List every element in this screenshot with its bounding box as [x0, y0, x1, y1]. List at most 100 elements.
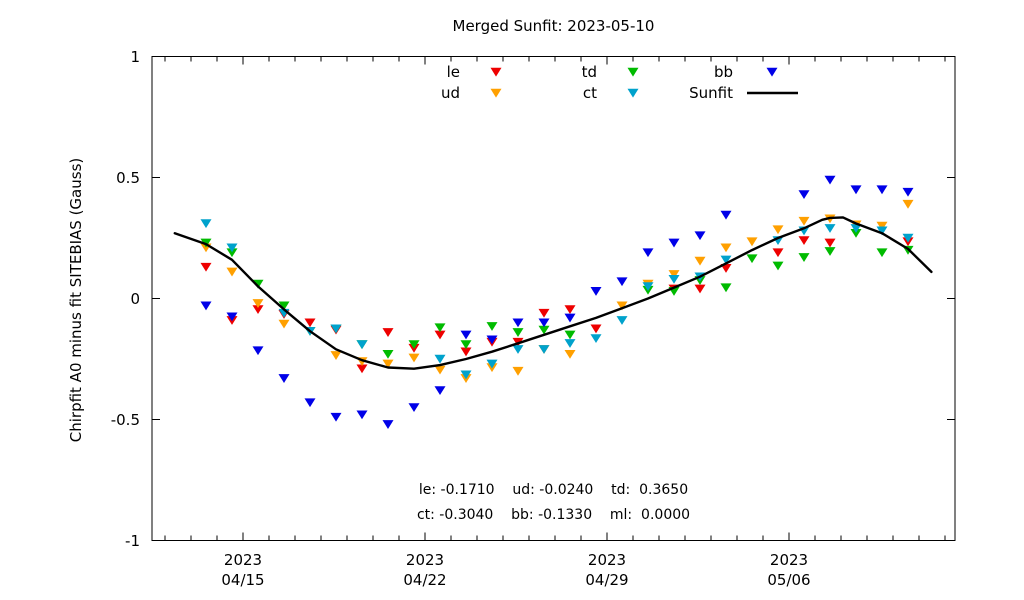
data-point-ct	[460, 370, 472, 380]
data-point-ud	[408, 353, 420, 363]
data-point-bb	[304, 398, 316, 408]
data-point-bb	[434, 386, 446, 396]
data-point-ud	[616, 301, 628, 311]
x-tick-label: 2023 04/29	[585, 551, 629, 589]
fit-stats-line-2: ct: -0.3040 bb: -0.1330 ml: 0.0000	[416, 507, 691, 523]
data-point-bb	[798, 190, 810, 200]
data-point-ct	[668, 274, 680, 284]
data-point-ud	[512, 366, 524, 376]
data-point-ud	[564, 349, 576, 359]
data-point-ct	[642, 282, 654, 291]
data-point-bb	[382, 420, 394, 429]
data-point-bb	[512, 318, 524, 328]
data-point-ct	[512, 345, 524, 354]
data-point-ud	[330, 351, 342, 360]
data-point-td	[460, 340, 472, 350]
data-point-le	[304, 318, 316, 328]
legend-label-ud: ud	[441, 84, 460, 102]
data-point-bb	[616, 277, 628, 287]
data-point-td	[408, 340, 420, 350]
legend-label-td: td	[582, 63, 597, 81]
x-tick-label: 2023 05/06	[767, 551, 811, 589]
data-point-ud	[382, 359, 394, 369]
chart-title: Merged Sunfit: 2023-05-10	[452, 17, 655, 35]
data-point-bb	[460, 330, 472, 340]
legend-marker-ct	[627, 88, 639, 98]
data-point-ud	[772, 225, 784, 235]
data-point-td	[824, 247, 836, 256]
data-point-le	[772, 248, 784, 258]
data-point-td	[278, 301, 290, 311]
data-point-bb	[902, 187, 914, 197]
x-tick-label: 2023 04/22	[403, 551, 447, 589]
data-point-le	[356, 364, 368, 374]
data-point-le	[720, 264, 732, 273]
data-point-bb	[486, 335, 498, 345]
data-point-bb	[538, 318, 550, 328]
data-point-le	[434, 330, 446, 340]
data-point-le	[538, 308, 550, 318]
y-tick-label: -0.5	[110, 410, 140, 429]
data-point-le	[460, 347, 472, 357]
sunfit-line	[173, 216, 933, 370]
legend-label-fit: Sunfit	[689, 84, 733, 102]
legend-label-ct: ct	[583, 84, 597, 102]
legend-marker-le	[490, 67, 502, 77]
data-point-le	[252, 305, 264, 314]
data-point-bb	[694, 231, 706, 241]
data-point-bb	[824, 175, 836, 185]
data-point-td	[486, 322, 498, 331]
data-point-ud	[694, 256, 706, 266]
legend-label-le: le	[447, 63, 460, 81]
data-point-ct	[330, 324, 342, 334]
data-point-ud	[720, 243, 732, 253]
data-point-ud	[252, 299, 264, 308]
data-point-ud	[746, 237, 758, 247]
y-tick-label: 0.5	[116, 168, 140, 187]
data-point-td	[798, 253, 810, 262]
data-point-ct	[850, 224, 862, 233]
data-point-ud	[668, 270, 680, 279]
data-point-td	[876, 248, 888, 258]
data-point-td	[434, 323, 446, 333]
data-point-bb	[200, 301, 212, 311]
y-tick-label: -1	[125, 531, 140, 550]
x-tick-label: 2023 04/15	[221, 551, 265, 589]
data-point-td	[512, 328, 524, 337]
data-point-ud	[434, 365, 446, 375]
data-point-bb	[642, 248, 654, 258]
data-point-ct	[876, 226, 888, 236]
data-point-bb	[850, 185, 862, 195]
data-point-ct	[226, 243, 238, 253]
data-point-ct	[824, 224, 836, 233]
data-point-le	[382, 328, 394, 337]
data-point-ct	[434, 354, 446, 364]
data-point-bb	[252, 346, 264, 356]
data-point-ud	[902, 199, 914, 209]
data-point-le	[564, 305, 576, 314]
data-point-ud	[278, 319, 290, 329]
data-point-ud	[798, 216, 810, 226]
data-point-le	[798, 236, 810, 246]
data-point-bb	[408, 403, 420, 412]
data-point-td	[226, 248, 238, 258]
data-point-le	[200, 262, 212, 272]
data-point-bb	[278, 374, 290, 383]
data-point-bb	[330, 412, 342, 422]
data-point-td	[720, 283, 732, 293]
fit-stats-line-1: le: -0.1710 ud: -0.0240 td: 0.3650	[418, 482, 689, 498]
data-point-ct	[564, 339, 576, 348]
data-point-ct	[538, 345, 550, 354]
data-point-ud	[876, 221, 888, 231]
data-point-bb	[356, 410, 368, 420]
data-point-bb	[876, 185, 888, 195]
data-point-td	[538, 325, 550, 335]
legend-marker-td	[627, 67, 639, 77]
legend-marker-ud	[490, 88, 502, 98]
data-point-td	[772, 261, 784, 271]
y-tick-label: 0	[130, 289, 140, 308]
data-point-ct	[590, 334, 602, 344]
legend-label-bb: bb	[714, 63, 733, 81]
